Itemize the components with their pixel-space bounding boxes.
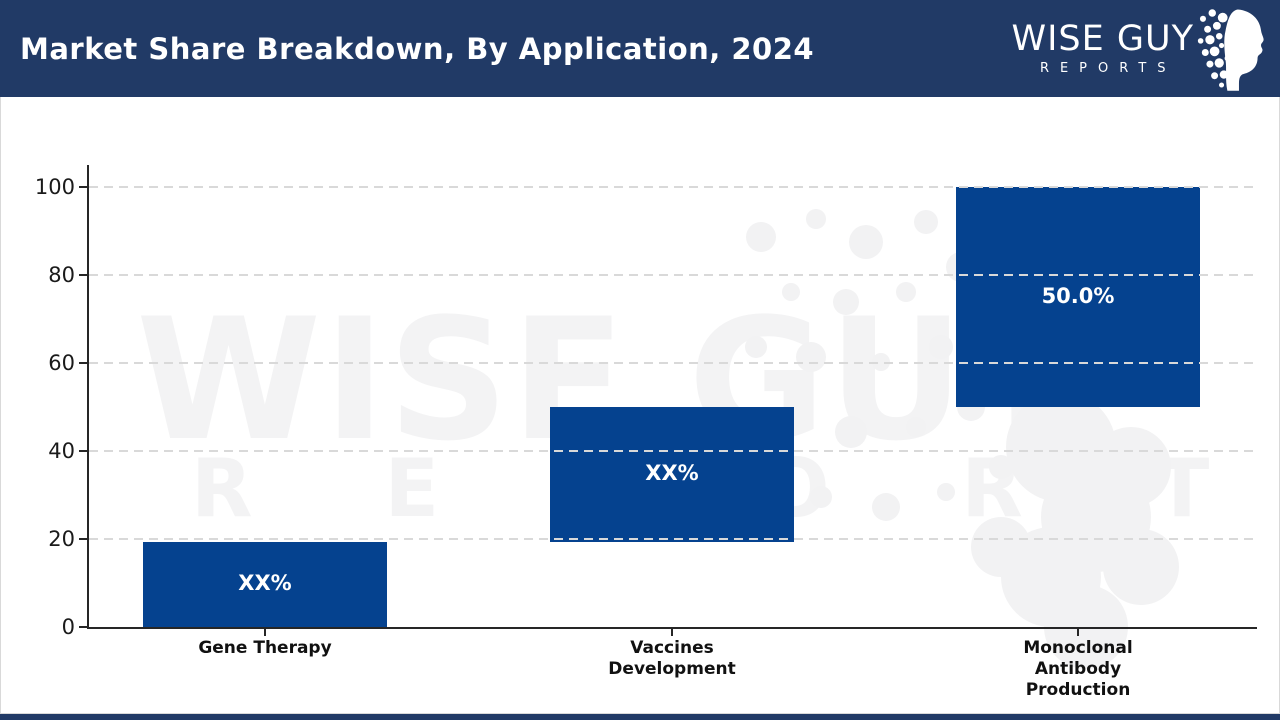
y-axis-line	[87, 165, 89, 629]
x-axis-line	[87, 627, 1257, 629]
chart-panel: WISE GUY R E P O R T S 02	[0, 97, 1280, 714]
x-category-label: Gene Therapy	[105, 638, 425, 659]
brand-logo-text: WISE GUY REPORTS	[1011, 18, 1194, 76]
x-tick-mark	[264, 629, 266, 636]
brand-subname: REPORTS	[1039, 60, 1177, 76]
y-tick-label: 20	[48, 527, 75, 551]
y-tick-label: 40	[48, 439, 75, 463]
y-tick-label: 60	[48, 351, 75, 375]
head-profile-icon	[1197, 8, 1264, 91]
bar	[143, 541, 387, 627]
x-category-label-line: Monoclonal	[1023, 638, 1133, 658]
bar	[956, 187, 1200, 407]
y-tick-mark	[79, 626, 87, 628]
gridline	[89, 186, 1257, 188]
y-tick-mark	[79, 186, 87, 188]
y-tick-mark	[79, 538, 87, 540]
gridline	[89, 274, 1257, 276]
bar-value-label: XX%	[645, 461, 699, 486]
x-category-label: Monoclonal Antibody Production	[918, 638, 1238, 701]
x-tick-mark	[671, 629, 673, 636]
x-category-label-line: Development	[608, 659, 736, 679]
footer-bar	[0, 714, 1280, 720]
x-category-label-line: Production	[1025, 680, 1131, 700]
gridline	[89, 538, 1257, 540]
y-tick-mark	[79, 274, 87, 276]
y-tick-mark	[79, 450, 87, 452]
bar-value-label: 50.0%	[1041, 284, 1115, 308]
chart-title: Market Share Breakdown, By Application, …	[20, 31, 815, 66]
brand-name: WISE GUY	[1011, 18, 1194, 59]
x-category-label-line: Antibody	[1034, 659, 1122, 679]
x-category-label: Vaccines Development	[512, 638, 832, 680]
x-category-label-line: Gene Therapy	[198, 638, 332, 658]
gridline	[89, 362, 1257, 364]
x-tick-mark	[1077, 629, 1079, 636]
y-tick-label: 80	[48, 263, 75, 287]
header-bar: Market Share Breakdown, By Application, …	[0, 0, 1280, 97]
gridline	[89, 450, 1257, 452]
bar-value-label: XX%	[238, 571, 292, 596]
y-tick-mark	[79, 362, 87, 364]
y-tick-label: 0	[61, 615, 75, 639]
x-category-label-line: Vaccines	[630, 638, 714, 658]
brand-logo: WISE GUY REPORTS	[1011, 7, 1268, 91]
watermark-dots-icon	[745, 209, 1179, 669]
y-tick-label: 100	[34, 175, 75, 199]
bar	[550, 407, 794, 542]
